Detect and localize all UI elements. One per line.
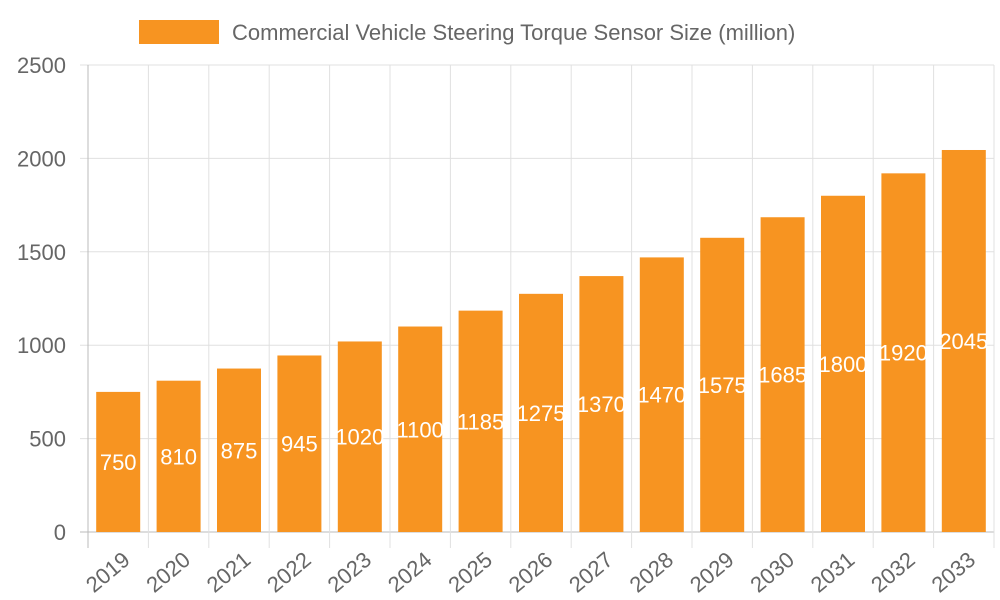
data-label: 1800	[819, 352, 868, 377]
bar	[639, 257, 684, 532]
x-tick-label: 2021	[202, 547, 256, 598]
x-tick-label: 2019	[81, 547, 135, 598]
bar	[519, 293, 563, 532]
grid	[80, 64, 995, 548]
data-label: 875	[221, 438, 258, 463]
x-tick-label: 2024	[383, 547, 437, 598]
y-axis: 0 500 1000 1500 2000 2500	[17, 53, 66, 545]
data-label: 1020	[335, 425, 384, 450]
x-tick-label: 2033	[927, 547, 981, 598]
x-tick-label: 2031	[806, 547, 860, 598]
data-label: 1370	[577, 392, 626, 417]
bar	[398, 326, 443, 532]
bar	[458, 310, 503, 532]
bar	[579, 276, 624, 532]
data-label: 1685	[758, 363, 807, 388]
x-tick-label: 2027	[564, 547, 618, 598]
x-tick-label: 2028	[625, 547, 679, 598]
bar	[700, 237, 745, 533]
data-labels: 750 810 875 945 1020 1100 1185 1275 1370 1470 1575…	[100, 329, 988, 475]
legend-swatch	[139, 20, 219, 44]
bars	[96, 149, 986, 533]
bar	[337, 341, 382, 532]
x-tick-label: 2020	[141, 547, 195, 598]
x-tick-label: 2023	[323, 547, 377, 598]
y-tick-label: 0	[54, 520, 66, 545]
bar	[881, 173, 926, 532]
y-tick-label: 2000	[17, 146, 66, 171]
y-tick-label: 2500	[17, 53, 66, 78]
bar	[821, 195, 865, 532]
y-tick-label: 500	[29, 427, 66, 452]
data-label: 945	[281, 432, 318, 457]
data-label: 2045	[939, 329, 988, 354]
bar	[277, 355, 322, 532]
bar	[217, 368, 261, 532]
x-axis: 2019 2020 2021 2022 2023 2024 2025 2026 2027 2028…	[81, 547, 980, 598]
bar	[156, 380, 201, 532]
x-tick-label: 2029	[685, 547, 739, 598]
data-label: 750	[100, 450, 137, 475]
legend-label: Commercial Vehicle Steering Torque Senso…	[232, 20, 795, 45]
x-tick-label: 2030	[745, 547, 799, 598]
x-tick-label: 2026	[504, 547, 558, 598]
data-label: 1185	[457, 409, 504, 434]
x-tick-label: 2022	[262, 547, 316, 598]
data-label: 1100	[397, 417, 444, 442]
y-tick-label: 1000	[17, 333, 66, 358]
x-tick-label: 2032	[866, 547, 920, 598]
legend[interactable]: Commercial Vehicle Steering Torque Senso…	[139, 20, 795, 45]
bar	[941, 149, 986, 532]
data-label: 810	[160, 444, 197, 469]
bar	[96, 391, 141, 532]
x-tick-label: 2025	[443, 547, 497, 598]
data-label: 1575	[698, 373, 747, 398]
bar	[760, 217, 805, 532]
y-tick-label: 1500	[17, 240, 66, 265]
data-label: 1470	[637, 383, 686, 408]
data-label: 1275	[517, 401, 566, 426]
data-label: 1920	[879, 341, 928, 366]
